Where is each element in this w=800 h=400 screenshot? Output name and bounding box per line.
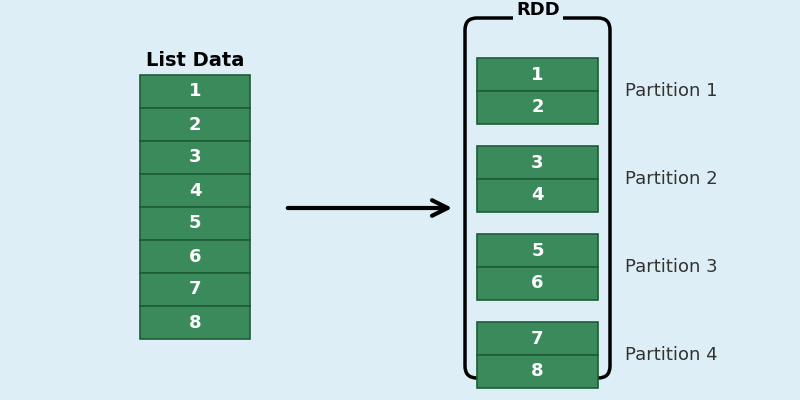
Bar	[477, 91, 598, 124]
Text: 4: 4	[189, 182, 202, 200]
Text: 2: 2	[189, 116, 202, 134]
Text: 1: 1	[531, 66, 544, 84]
Text: 8: 8	[189, 314, 202, 332]
Text: Partition 3: Partition 3	[625, 258, 718, 276]
Text: 3: 3	[189, 148, 202, 166]
Text: 1: 1	[189, 82, 202, 100]
Text: 8: 8	[531, 362, 544, 380]
Bar	[477, 146, 598, 179]
Bar	[477, 58, 598, 91]
Text: 7: 7	[189, 280, 202, 298]
Bar	[140, 306, 250, 339]
Bar	[140, 174, 250, 207]
Bar	[140, 75, 250, 108]
Text: 4: 4	[531, 186, 544, 204]
Text: RDD: RDD	[516, 1, 560, 19]
Text: Partition 4: Partition 4	[625, 346, 718, 364]
Bar	[477, 234, 598, 267]
Bar	[477, 179, 598, 212]
Text: 5: 5	[189, 214, 202, 232]
Text: 3: 3	[531, 154, 544, 172]
Bar	[140, 108, 250, 141]
Text: 6: 6	[531, 274, 544, 292]
Text: 5: 5	[531, 242, 544, 260]
Bar	[140, 141, 250, 174]
Bar	[140, 240, 250, 273]
Text: List Data: List Data	[146, 50, 244, 70]
Bar	[477, 355, 598, 388]
Text: 2: 2	[531, 98, 544, 116]
FancyBboxPatch shape	[465, 18, 610, 378]
Bar	[477, 322, 598, 355]
Bar	[477, 267, 598, 300]
Bar	[140, 273, 250, 306]
Text: Partition 2: Partition 2	[625, 170, 718, 188]
Bar	[140, 207, 250, 240]
Text: 6: 6	[189, 248, 202, 266]
Text: Partition 1: Partition 1	[625, 82, 718, 100]
Text: 7: 7	[531, 330, 544, 348]
